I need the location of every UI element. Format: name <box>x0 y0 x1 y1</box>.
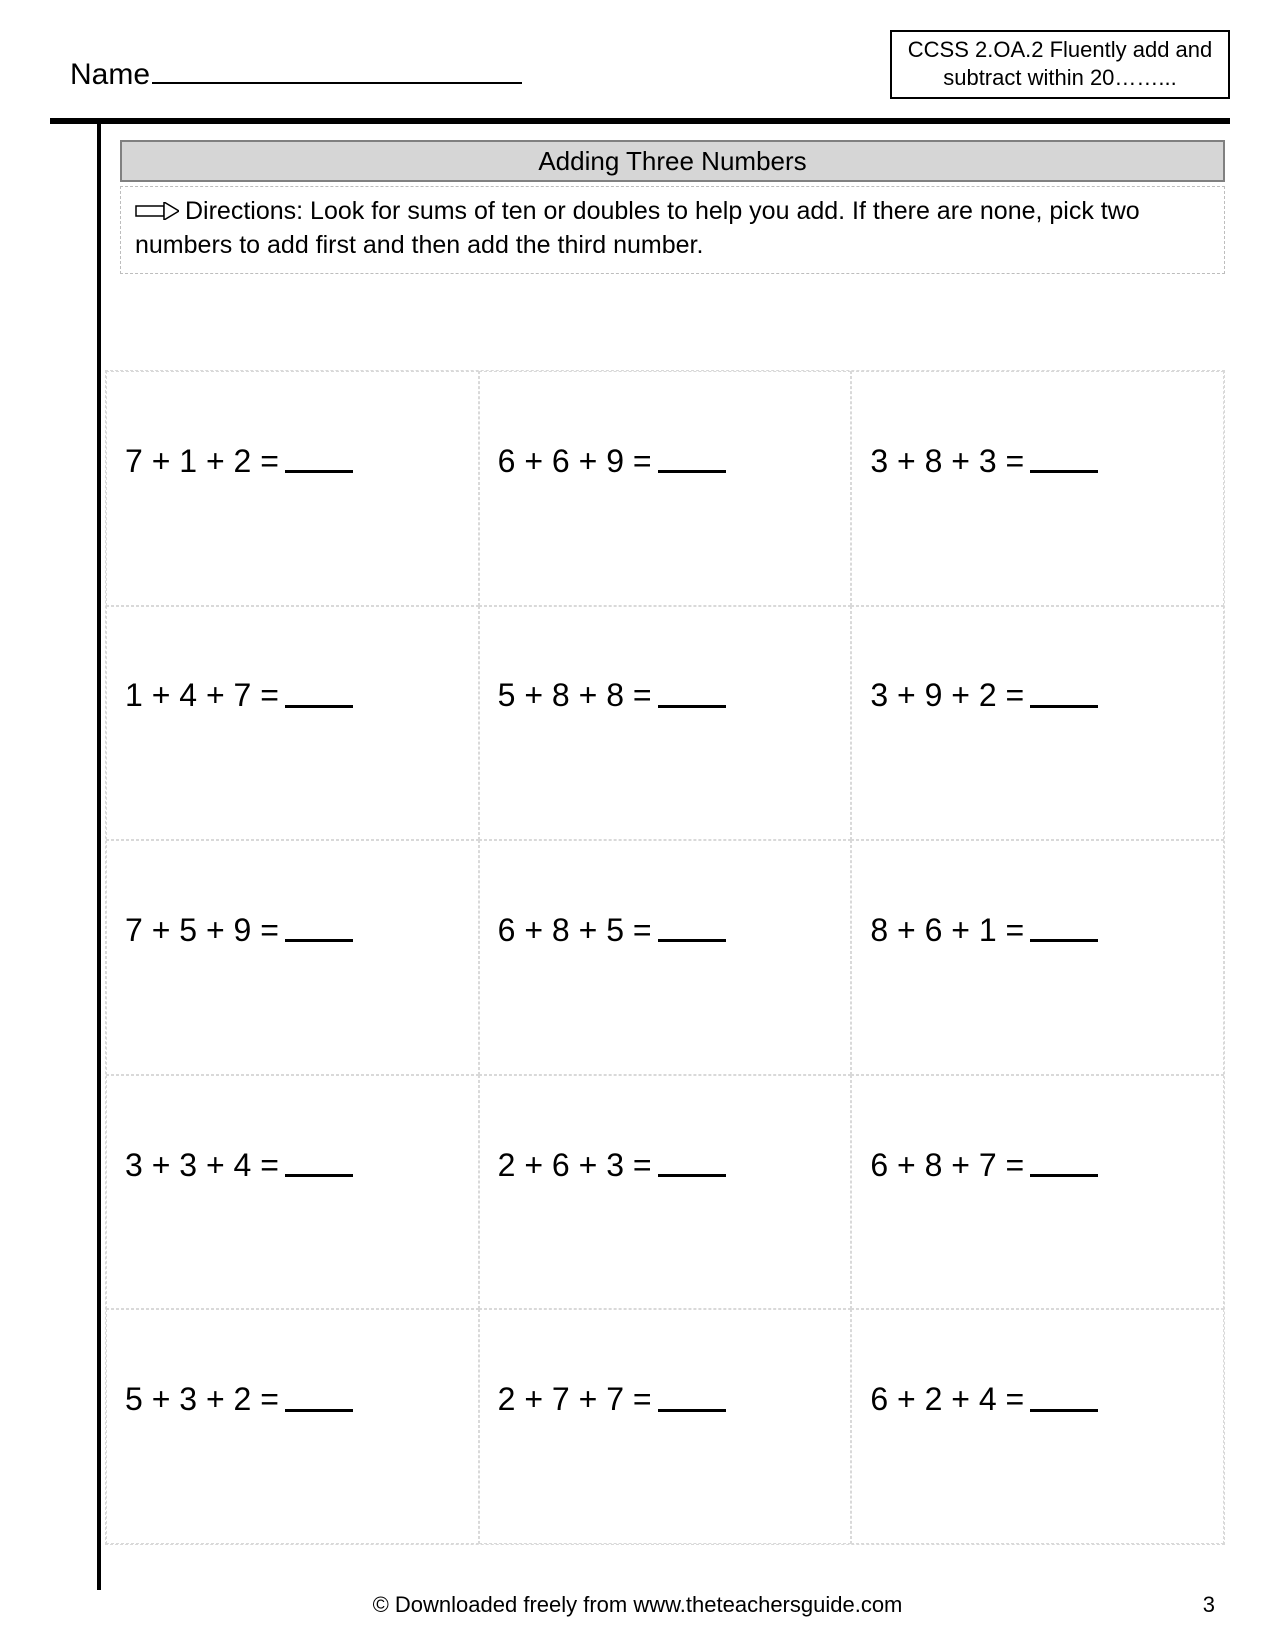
arrow-right-icon <box>135 196 179 230</box>
problem-cell: 1 + 4 + 7 = <box>106 606 479 841</box>
problem-cell: 6 + 8 + 5 = <box>479 840 852 1075</box>
name-row: Name <box>70 58 522 92</box>
answer-blank[interactable] <box>285 684 353 708</box>
problem-cell: 6 + 8 + 7 = <box>851 1075 1224 1310</box>
problem-expression: 7 + 1 + 2 = <box>125 443 279 480</box>
problem-cell: 3 + 9 + 2 = <box>851 606 1224 841</box>
name-label: Name <box>70 58 150 92</box>
problem-expression: 8 + 6 + 1 = <box>870 912 1024 949</box>
answer-blank[interactable] <box>1030 684 1098 708</box>
directions-text: Directions: Look for sums of ten or doub… <box>135 197 1140 259</box>
problem-cell: 5 + 3 + 2 = <box>106 1309 479 1544</box>
answer-blank[interactable] <box>658 449 726 473</box>
name-input-line[interactable] <box>152 58 522 84</box>
standard-box: CCSS 2.OA.2 Fluently add and subtract wi… <box>890 30 1230 99</box>
problem-cell: 2 + 7 + 7 = <box>479 1309 852 1544</box>
answer-blank[interactable] <box>285 918 353 942</box>
worksheet-page: Name CCSS 2.OA.2 Fluently add and subtra… <box>0 0 1275 1650</box>
title-bar: Adding Three Numbers <box>120 140 1225 182</box>
answer-blank[interactable] <box>285 1388 353 1412</box>
problem-cell: 6 + 2 + 4 = <box>851 1309 1224 1544</box>
problem-cell: 2 + 6 + 3 = <box>479 1075 852 1310</box>
answer-blank[interactable] <box>658 1153 726 1177</box>
answer-blank[interactable] <box>1030 1153 1098 1177</box>
answer-blank[interactable] <box>658 684 726 708</box>
page-number: 3 <box>1203 1592 1215 1618</box>
problem-expression: 3 + 3 + 4 = <box>125 1147 279 1184</box>
problem-expression: 5 + 3 + 2 = <box>125 1381 279 1418</box>
answer-blank[interactable] <box>1030 1388 1098 1412</box>
problem-expression: 5 + 8 + 8 = <box>498 677 652 714</box>
standard-text: CCSS 2.OA.2 Fluently add and subtract wi… <box>908 37 1213 90</box>
answer-blank[interactable] <box>1030 918 1098 942</box>
problem-expression: 7 + 5 + 9 = <box>125 912 279 949</box>
problem-cell: 3 + 3 + 4 = <box>106 1075 479 1310</box>
problem-expression: 2 + 6 + 3 = <box>498 1147 652 1184</box>
problems-grid: 7 + 1 + 2 = 6 + 6 + 9 = 3 + 8 + 3 = 1 + … <box>105 370 1225 1545</box>
problem-expression: 1 + 4 + 7 = <box>125 677 279 714</box>
horizontal-rule <box>50 118 1230 124</box>
problem-expression: 3 + 8 + 3 = <box>870 443 1024 480</box>
problem-cell: 5 + 8 + 8 = <box>479 606 852 841</box>
problem-cell: 7 + 5 + 9 = <box>106 840 479 1075</box>
answer-blank[interactable] <box>1030 449 1098 473</box>
worksheet-title: Adding Three Numbers <box>538 146 806 177</box>
problem-expression: 6 + 2 + 4 = <box>870 1381 1024 1418</box>
answer-blank[interactable] <box>285 1153 353 1177</box>
problem-cell: 3 + 8 + 3 = <box>851 371 1224 606</box>
problem-cell: 6 + 6 + 9 = <box>479 371 852 606</box>
directions-box: Directions: Look for sums of ten or doub… <box>120 186 1225 274</box>
problem-expression: 6 + 8 + 5 = <box>498 912 652 949</box>
vertical-rule <box>97 118 101 1590</box>
footer-text: © Downloaded freely from www.theteachers… <box>0 1592 1275 1618</box>
problem-expression: 2 + 7 + 7 = <box>498 1381 652 1418</box>
problem-cell: 7 + 1 + 2 = <box>106 371 479 606</box>
problem-cell: 8 + 6 + 1 = <box>851 840 1224 1075</box>
problem-expression: 3 + 9 + 2 = <box>870 677 1024 714</box>
answer-blank[interactable] <box>658 1388 726 1412</box>
problem-expression: 6 + 6 + 9 = <box>498 443 652 480</box>
problem-expression: 6 + 8 + 7 = <box>870 1147 1024 1184</box>
answer-blank[interactable] <box>658 918 726 942</box>
answer-blank[interactable] <box>285 449 353 473</box>
